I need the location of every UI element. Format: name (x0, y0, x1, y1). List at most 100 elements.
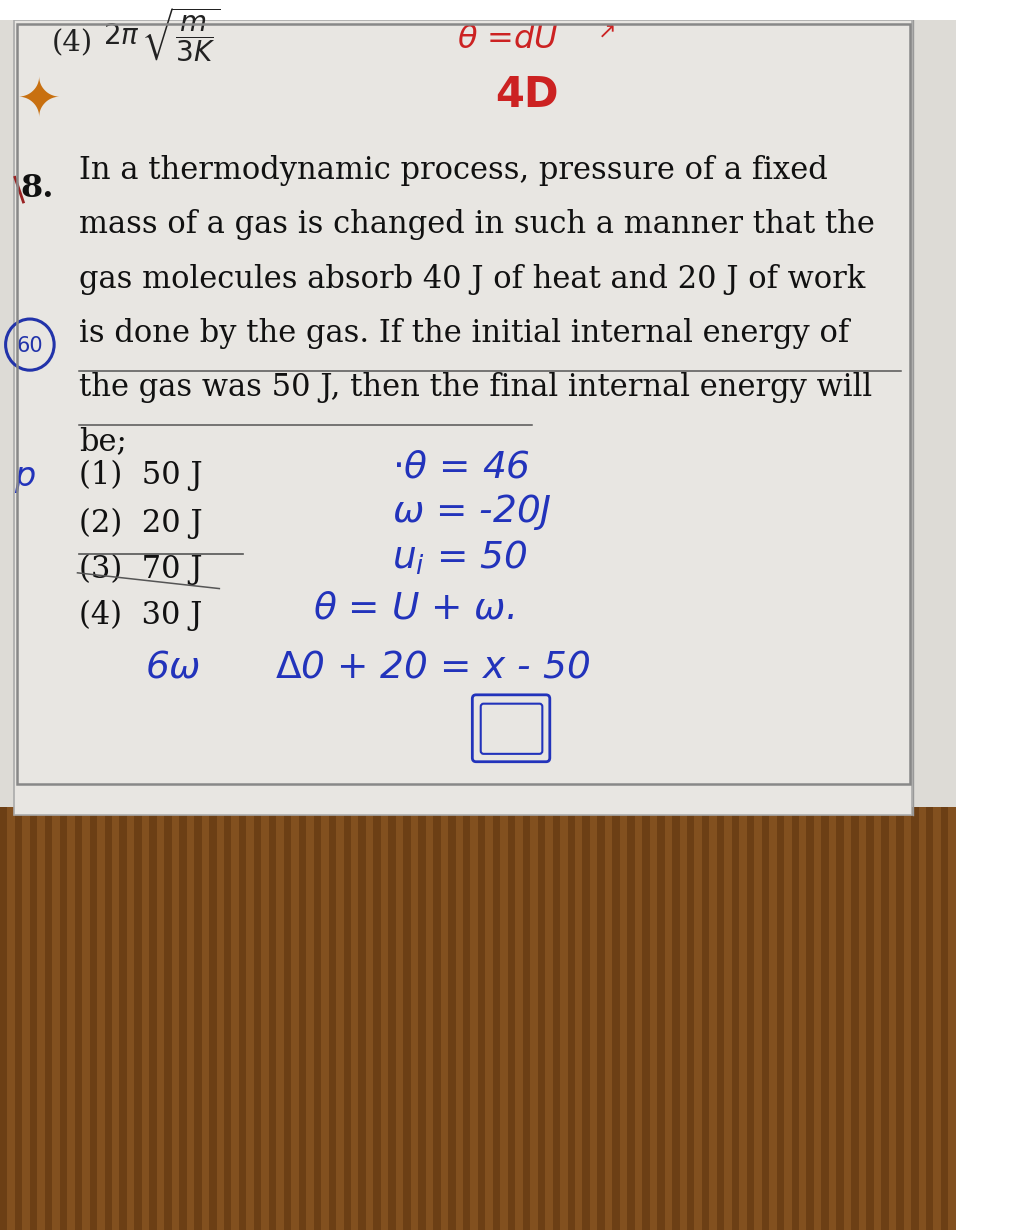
Bar (769, 807, 776, 1230)
Bar (269, 807, 276, 1230)
Bar (254, 807, 261, 1230)
Text: 8.: 8. (20, 173, 54, 204)
Bar (642, 807, 649, 1230)
Bar (478, 807, 485, 1230)
Text: In a thermodynamic process, pressure of a fixed: In a thermodynamic process, pressure of … (79, 155, 828, 186)
Bar (746, 807, 755, 1230)
Bar (851, 807, 859, 1230)
Bar (762, 807, 769, 1230)
Bar (306, 807, 313, 1230)
Bar (911, 807, 919, 1230)
Bar (440, 807, 449, 1230)
Bar (23, 807, 30, 1230)
Text: the gas was 50 J, then the final internal energy will: the gas was 50 J, then the final interna… (79, 371, 872, 402)
Bar (889, 807, 896, 1230)
Bar (14, 20, 912, 814)
Bar (134, 807, 142, 1230)
Bar (381, 807, 388, 1230)
Bar (575, 807, 583, 1230)
Bar (418, 807, 426, 1230)
Bar (449, 807, 456, 1230)
Bar (821, 807, 828, 1230)
Bar (680, 807, 687, 1230)
Bar (90, 807, 97, 1230)
Bar (948, 807, 955, 1230)
Bar (799, 807, 807, 1230)
Text: $2\pi\,\sqrt{\dfrac{m}{3K}}$: $2\pi\,\sqrt{\dfrac{m}{3K}}$ (102, 5, 220, 64)
Bar (313, 807, 322, 1230)
Bar (522, 807, 530, 1230)
Bar (351, 807, 358, 1230)
Bar (926, 807, 934, 1230)
Text: $\omega$ = -20J: $\omega$ = -20J (392, 492, 552, 531)
Bar (239, 807, 247, 1230)
Bar (366, 807, 374, 1230)
Bar (322, 807, 329, 1230)
Bar (0, 20, 955, 807)
Bar (37, 807, 45, 1230)
Bar (276, 807, 284, 1230)
Bar (739, 807, 746, 1230)
Bar (343, 807, 351, 1230)
Bar (209, 807, 216, 1230)
Bar (291, 807, 299, 1230)
Text: 4D: 4D (495, 74, 558, 116)
Bar (882, 807, 889, 1230)
Bar (247, 807, 254, 1230)
Bar (828, 807, 837, 1230)
Bar (567, 807, 575, 1230)
Bar (186, 807, 195, 1230)
Bar (560, 807, 567, 1230)
Bar (82, 807, 90, 1230)
Bar (164, 807, 172, 1230)
Bar (336, 807, 343, 1230)
Bar (470, 807, 478, 1230)
Bar (485, 807, 493, 1230)
Text: $u_i$ = 50: $u_i$ = 50 (392, 539, 527, 577)
Bar (396, 807, 403, 1230)
Text: ✦: ✦ (16, 75, 61, 128)
Bar (628, 807, 635, 1230)
Bar (635, 807, 642, 1230)
Text: (4): (4) (51, 30, 92, 58)
Text: be;: be; (79, 426, 127, 456)
Bar (7, 807, 15, 1230)
Bar (493, 807, 501, 1230)
Bar (717, 807, 724, 1230)
Bar (157, 807, 164, 1230)
Text: (2)  20 J: (2) 20 J (79, 507, 203, 539)
Bar (299, 807, 306, 1230)
Text: $\cdot\theta$ = 46: $\cdot\theta$ = 46 (392, 449, 530, 486)
Bar (530, 807, 538, 1230)
Bar (814, 807, 821, 1230)
Bar (934, 807, 941, 1230)
Bar (45, 807, 52, 1230)
Bar (388, 807, 396, 1230)
Bar (374, 807, 381, 1230)
Bar (403, 807, 411, 1230)
Bar (665, 807, 672, 1230)
Bar (202, 807, 209, 1230)
Bar (597, 807, 605, 1230)
Text: gas molecules absorb 40 J of heat and 20 J of work: gas molecules absorb 40 J of heat and 20… (79, 263, 865, 294)
Text: 60: 60 (16, 337, 43, 357)
Bar (59, 807, 68, 1230)
Bar (792, 807, 799, 1230)
Bar (553, 807, 560, 1230)
Bar (515, 807, 522, 1230)
Bar (508, 807, 515, 1230)
Bar (433, 807, 440, 1230)
Bar (216, 807, 224, 1230)
Bar (724, 807, 732, 1230)
Bar (179, 807, 186, 1230)
Text: (4)  30 J: (4) 30 J (79, 600, 203, 631)
Bar (672, 807, 680, 1230)
Bar (127, 807, 134, 1230)
Text: 6$\omega$: 6$\omega$ (144, 649, 201, 685)
Bar (456, 807, 463, 1230)
Text: is done by the gas. If the initial internal energy of: is done by the gas. If the initial inter… (79, 317, 850, 348)
Bar (859, 807, 866, 1230)
Bar (896, 807, 903, 1230)
Bar (776, 807, 784, 1230)
Bar (545, 807, 553, 1230)
